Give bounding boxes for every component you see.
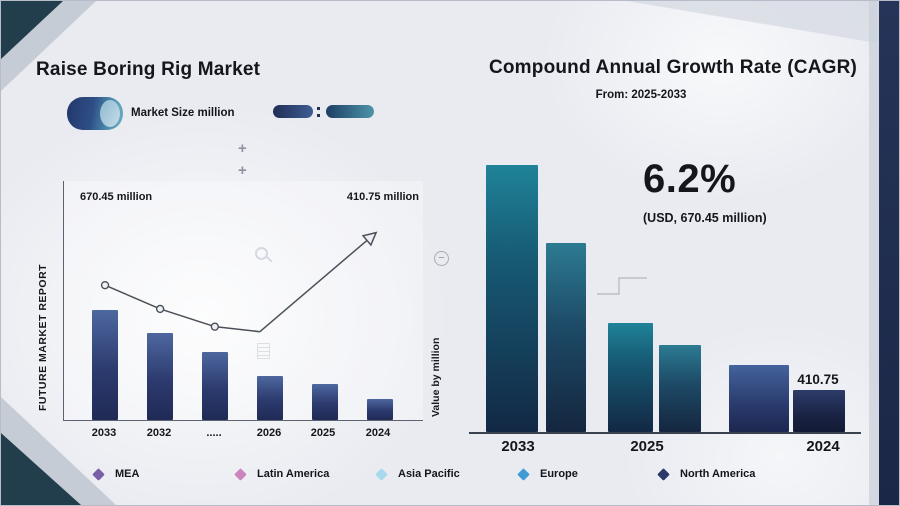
right-x-label-2025: 2025 (630, 438, 664, 455)
market-bar-2033 (92, 310, 118, 420)
market-bar-2025 (312, 384, 338, 420)
circle-minus-icon: − (434, 251, 449, 266)
left-chart-x-axis: 2033 2032 ..... 2026 2025 2024 (63, 427, 423, 443)
cylinder-legend-icon (67, 97, 123, 130)
right-x-label-2024: 2024 (806, 438, 840, 455)
market-bar-2032 (147, 333, 173, 420)
market-size-legend-label: Market Size million (131, 107, 235, 119)
legend-label: Asia Pacific (398, 468, 460, 480)
annotation-start-value: 670.45 million (80, 191, 153, 203)
market-bar-2024 (367, 399, 393, 420)
document-watermark-icon (257, 343, 270, 359)
bar-value-label: 410.75 (797, 372, 839, 387)
capsule-decor-icon (326, 105, 374, 118)
corner-accent-top-right (627, 1, 877, 43)
x-label-2033: 2033 (91, 427, 117, 439)
cagr-bar-2025-a (608, 323, 653, 432)
right-chart-subtitle: From: 2025-2033 (595, 89, 687, 101)
plus-decor-icon: + (238, 140, 247, 157)
legend-label: Europe (540, 468, 578, 480)
cagr-value: 6.2% (643, 157, 737, 201)
diamond-icon (657, 467, 670, 481)
legend-label: Latin America (257, 468, 330, 480)
capsule-decor-icon (273, 105, 313, 118)
cagr-detail: (USD, 670.45 million) (643, 211, 767, 225)
value-by-million-label: Value by million (430, 337, 442, 417)
legend-item-mea: MEA (92, 467, 140, 481)
colon-decor-icon (317, 107, 320, 110)
diamond-icon (234, 467, 247, 481)
annotation-end-value: 410.75 million (346, 191, 419, 203)
right-x-label-2033: 2033 (501, 438, 535, 455)
step-decor-icon (597, 277, 647, 295)
diamond-icon (517, 467, 530, 481)
x-label-2024: 2024 (365, 427, 391, 439)
legend-item-north-america: North America (657, 467, 756, 481)
right-edge-navy-strip (879, 1, 899, 505)
diamond-icon (375, 467, 388, 481)
left-chart-bars (64, 181, 423, 420)
legend-item-europe: Europe (517, 467, 578, 481)
cagr-bar-2033-b (546, 243, 586, 432)
legend-label: North America (680, 468, 756, 480)
right-edge-gray-strip (869, 1, 879, 505)
market-bar-..... (202, 352, 228, 420)
x-label-2032: 2032 (146, 427, 172, 439)
legend-item-latin-america: Latin America (234, 467, 330, 481)
right-chart-axis-line (469, 432, 861, 434)
diamond-icon (92, 467, 105, 481)
cagr-bar-2025-b (659, 345, 701, 432)
legend-label: MEA (115, 468, 140, 480)
left-chart-panel: 670.45 million 410.75 million (63, 181, 423, 421)
market-bar-2026 (257, 376, 283, 420)
magnifier-watermark-icon (255, 247, 268, 260)
x-label-ellipsis: ..... (206, 427, 222, 439)
right-chart-title: Compound Annual Growth Rate (CAGR) (488, 57, 858, 78)
cagr-bar-2033-a (486, 165, 538, 432)
cagr-bar-2024-b (793, 390, 845, 432)
left-chart-title: Raise Boring Rig Market (36, 59, 261, 80)
x-label-2025: 2025 (310, 427, 336, 439)
x-label-2026: 2026 (256, 427, 282, 439)
legend-item-asia-pacific: Asia Pacific (375, 467, 460, 481)
cagr-bar-2024-a (729, 365, 789, 432)
future-market-report-label: FUTURE MARKET REPORT (37, 263, 49, 411)
plus-decor-icon: + (238, 162, 247, 179)
